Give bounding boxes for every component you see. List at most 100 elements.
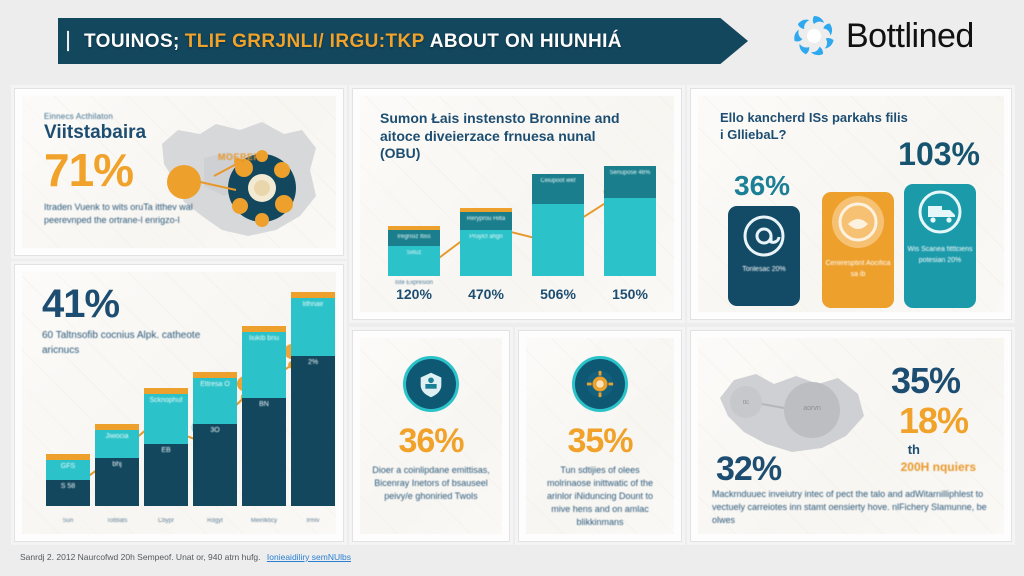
panel-top-right-inner: Ello kancherd ISs parkahs filis i Gllieb… — [698, 96, 1004, 312]
top-left-body: Itraden Vuenk to wits oruTa itthev wal p… — [44, 201, 193, 225]
chart-bar: Jiwocia bhj — [95, 424, 139, 506]
bar-cap-segment — [95, 424, 139, 430]
bar-cap-segment — [46, 454, 90, 460]
bar-value: 506% — [540, 286, 576, 302]
bar-cap-segment — [242, 326, 286, 332]
chart-bar-label: Iste Expresion 120% — [379, 280, 449, 304]
card-caption: Ceniiresptint Aocifica sa ib — [825, 260, 891, 278]
bottom-right-suffix: th — [907, 442, 920, 457]
top-right-title: Ello kancherd ISs parkahs filis i Gllieb… — [720, 110, 908, 142]
pinwheel-aperture-icon — [794, 16, 834, 56]
chart-bar-label: Irmlv — [306, 518, 320, 524]
bar-value: 150% — [612, 286, 648, 302]
chart-bar: Iithnair 2% — [291, 292, 335, 506]
bottom-right-small-label: 200H nquiers — [900, 460, 976, 474]
chart-bar-label: Rdgyt — [207, 518, 223, 524]
panel-bottom-right-inner: aorvn ttc 32% 35% 18% th 200H nquiers Ma… — [698, 338, 1004, 534]
bottom-right-percent-orange: 18% — [898, 400, 969, 441]
stat1-body: Dioer a coinlipdane emittisas, Bicenray … — [372, 465, 490, 502]
bar-navy-segment: 3O — [193, 424, 237, 506]
brand-logo[interactable]: Bottlined — [790, 12, 974, 60]
delivery-truck-icon — [918, 190, 962, 234]
panel-big-left-chart: 41% 60 Taltnsofib cocnius Alpk. catheote… — [14, 264, 344, 542]
chart-bar-label: Meinlkticy — [250, 518, 278, 524]
top-left-eyebrow: Einnecs Acthilaton — [44, 112, 113, 121]
europe-map-icon — [162, 122, 316, 236]
bar-cap-segment — [388, 226, 440, 230]
stat-card-orange[interactable]: Ceniiresptint Aocifica sa ib — [822, 192, 894, 308]
footer-source-link[interactable]: Ionieaidiliry semNUlbs — [266, 552, 351, 562]
panel-bottom-right: aorvn ttc 32% 35% 18% th 200H nquiers Ma… — [690, 330, 1012, 542]
big-left-chart-plot: GFS S 58 Sun Jiwocia bhj Totblats Scknop… — [34, 292, 335, 528]
banner-left-tab — [58, 25, 67, 57]
shield-badge-icon — [403, 356, 459, 412]
bar-cap-segment — [144, 388, 188, 394]
bar-navy-segment: EB — [144, 444, 188, 506]
bottom-right-body: Mackrnduuec inveiutry intec of pect the … — [712, 489, 987, 526]
card-caption: Tonlesac 20% — [742, 266, 786, 273]
chart-bar-label: 150% — [595, 286, 665, 304]
bar-lower-segment: Siituz — [388, 246, 440, 276]
bar-upper-segment: Senupose 46% — [604, 166, 656, 198]
bar-teal-segment: Iithnair — [291, 298, 335, 356]
map-node-label: MOERER — [218, 152, 261, 162]
bar-navy-segment: BN — [242, 398, 286, 506]
panel-middle-inner: Sumon Łais instensto Bronnine and aitoce… — [360, 96, 674, 312]
stat2-percent: 35% — [567, 422, 633, 460]
gear-handshake-icon — [832, 196, 884, 248]
stat1-percent: 36% — [398, 422, 464, 460]
bar-upper-segment: Iregnsiz Itiss — [388, 230, 440, 246]
middle-chart-title: Sumon Łais instensto Bronnine and aitoce… — [380, 110, 620, 161]
panel-texture — [698, 338, 1004, 534]
stat-card-teal[interactable]: Wis Scanea fitttciens potesian 20% — [904, 184, 976, 308]
top-left-text-block: Einnecs Acthilaton Viitstabaira 71% Itra… — [44, 112, 194, 227]
panel-stat-card-2: 35% Tun sdtijies of olees molrinaose ini… — [518, 330, 682, 542]
panel-stat1-inner: 36% Dioer a coinlipdane emittisas, Bicen… — [360, 338, 502, 534]
bar-teal-segment: GFS — [46, 460, 90, 480]
stat-card-navy[interactable]: Tonlesac 20% — [728, 206, 800, 306]
panel-big-left-inner: 41% 60 Taltnsofib cocnius Alpk. catheote… — [22, 272, 336, 534]
bar-sublabel: Iste Expresion — [394, 280, 434, 286]
bar-lower-segment — [604, 198, 656, 276]
banner-title-part2: ABOUT ON HIUNHIÁ — [429, 30, 622, 52]
chart-bar-label: 506% — [523, 286, 593, 304]
bar-cap-segment — [291, 292, 335, 298]
bottom-right-percent-left: 32% — [716, 450, 782, 488]
chart-bar-label: 470% — [451, 286, 521, 304]
banner-title-highlight: TLIF GRRJNLI/ IRGU:TKP — [184, 30, 425, 52]
banner-title-part1: TOUINOS; — [84, 30, 180, 52]
panel-middle-combo-chart: Sumon Łais instensto Bronnine and aitoce… — [352, 88, 682, 320]
top-left-heading: Viitstabaira — [44, 122, 147, 143]
chart-bar: Ceiupoot iekf — [532, 174, 584, 276]
bar-teal-segment: Ettresa O — [193, 378, 237, 424]
chart-bar: Senupose 46% — [604, 166, 656, 276]
bar-navy-segment: S 58 — [46, 480, 90, 506]
panel-stat2-inner: 35% Tun sdtijies of olees molrinaose ini… — [526, 338, 674, 534]
title-banner: TOUINOS; TLIF GRRJNLI/ IRGU:TKP ABOUT ON… — [58, 18, 748, 64]
chart-bar: GFS S 58 — [46, 454, 90, 506]
chart-bar: Iregnsiz Itiss Siituz — [388, 226, 440, 276]
footer-source: Sanrdj 2. 2012 Naurcofwd 20h Sempeof. Un… — [20, 552, 351, 562]
chart-bar: Reryprou Hilta Pruylcf ahgn — [460, 208, 512, 276]
bar-upper-segment: Ceiupoot iekf — [532, 174, 584, 204]
bar-cap-segment — [193, 372, 237, 378]
chart-bar-label: Sun — [62, 518, 74, 524]
bottom-right-percent-top: 35% — [890, 360, 961, 401]
page-header: TOUINOS; TLIF GRRJNLI/ IRGU:TKP ABOUT ON… — [0, 0, 1024, 82]
bar-navy-segment: 2% — [291, 356, 335, 506]
at-sign-circle-icon — [743, 215, 785, 257]
top-right-percent-right: 103% — [898, 136, 980, 172]
bar-lower-segment: Pruylcf ahgn — [460, 230, 512, 276]
bar-cap-segment — [460, 208, 512, 212]
bar-value: 470% — [468, 286, 504, 302]
top-left-percent: 71% — [44, 143, 134, 196]
top-right-percent-left: 36% — [734, 170, 791, 201]
bar-navy-segment: bhj — [95, 458, 139, 506]
panel-top-left-stat: MOERER Einnecs Acthilaton Viitstabaira 7… — [14, 88, 344, 256]
chart-bar-label: Totblats — [106, 518, 128, 524]
gear-cog-icon — [572, 356, 628, 412]
bar-value: 120% — [396, 286, 432, 302]
panel-top-right-cards: Ello kancherd ISs parkahs filis i Gllieb… — [690, 88, 1012, 320]
chart-bar: Ettresa O 3O — [193, 372, 237, 506]
